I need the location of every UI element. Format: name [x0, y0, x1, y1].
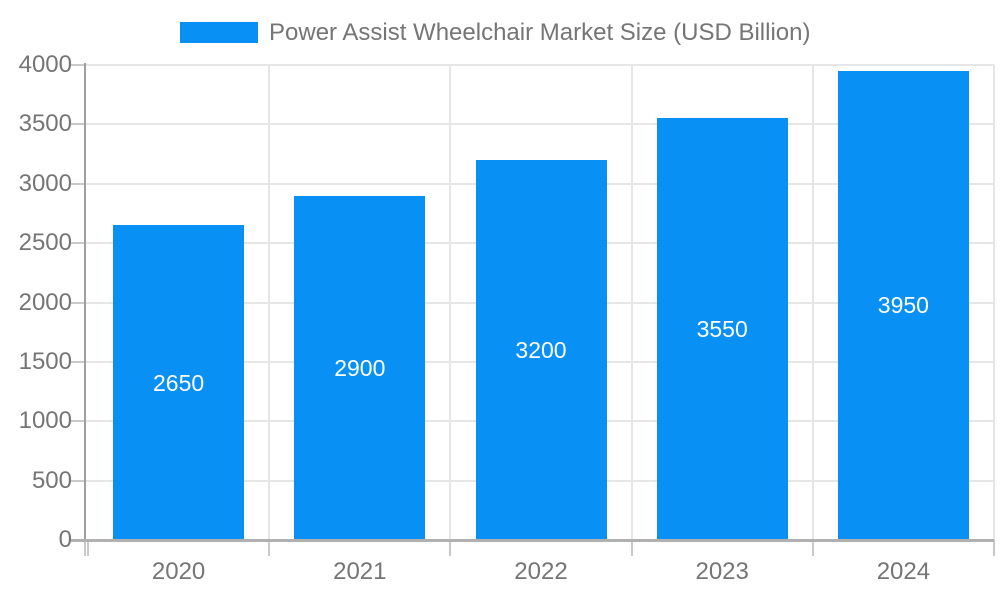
- bar-2022: [475, 160, 607, 540]
- y-axis-label: 4000: [18, 51, 72, 78]
- x-axis-label: 2023: [695, 558, 749, 585]
- bar-value-label: 3950: [877, 292, 929, 319]
- y-gridline: [85, 64, 994, 66]
- x-boundary-gridline: [268, 65, 271, 540]
- x-tick: [268, 540, 271, 556]
- y-axis-extension-tick: [84, 540, 86, 556]
- x-axis-label: 2024: [876, 558, 931, 585]
- x-tick: [630, 540, 633, 556]
- bar-2020: [113, 225, 245, 540]
- x-axis-line: [71, 539, 994, 542]
- y-axis-line: [84, 63, 86, 540]
- x-tick: [87, 540, 89, 556]
- y-tick: [71, 301, 85, 304]
- bar-2023: [656, 118, 788, 540]
- x-boundary-gridline: [811, 65, 814, 540]
- y-axis-label: 500: [31, 466, 72, 494]
- y-tick: [71, 242, 85, 245]
- y-axis-label: 0: [58, 526, 72, 553]
- x-axis-label: 2020: [151, 558, 206, 585]
- y-axis-label: 1500: [18, 347, 72, 375]
- y-gridline: [85, 123, 994, 126]
- y-tick: [71, 64, 85, 66]
- legend: Power Assist Wheelchair Market Size (USD…: [180, 19, 811, 46]
- x-tick: [449, 540, 452, 556]
- bar-2021: [294, 195, 426, 540]
- y-axis-label: 3500: [18, 110, 72, 138]
- y-axis-label: 2500: [18, 229, 72, 257]
- bar-value-label: 3200: [515, 337, 567, 363]
- x-axis-label: 2021: [333, 558, 387, 585]
- bar-value-label: 2650: [153, 369, 205, 396]
- legend-swatch: [180, 22, 258, 43]
- chart-title: Power Assist Wheelchair Market Size (USD…: [269, 18, 811, 46]
- y-axis-label: 1000: [18, 407, 72, 435]
- x-boundary-gridline: [630, 65, 633, 540]
- x-axis-label: 2022: [514, 558, 568, 585]
- y-tick: [71, 479, 85, 482]
- x-tick: [993, 540, 995, 556]
- bar-2024: [837, 70, 969, 540]
- bar-value-label: 3550: [696, 316, 748, 343]
- bar-value-label: 2900: [334, 354, 386, 381]
- y-tick: [71, 420, 85, 423]
- y-axis-label: 3000: [18, 169, 72, 197]
- x-tick: [811, 540, 814, 556]
- y-axis-label: 2000: [18, 288, 72, 316]
- x-boundary-gridline: [993, 65, 995, 540]
- x-boundary-gridline: [449, 65, 452, 540]
- y-tick: [71, 360, 85, 363]
- y-tick: [71, 123, 85, 126]
- y-tick: [71, 182, 85, 185]
